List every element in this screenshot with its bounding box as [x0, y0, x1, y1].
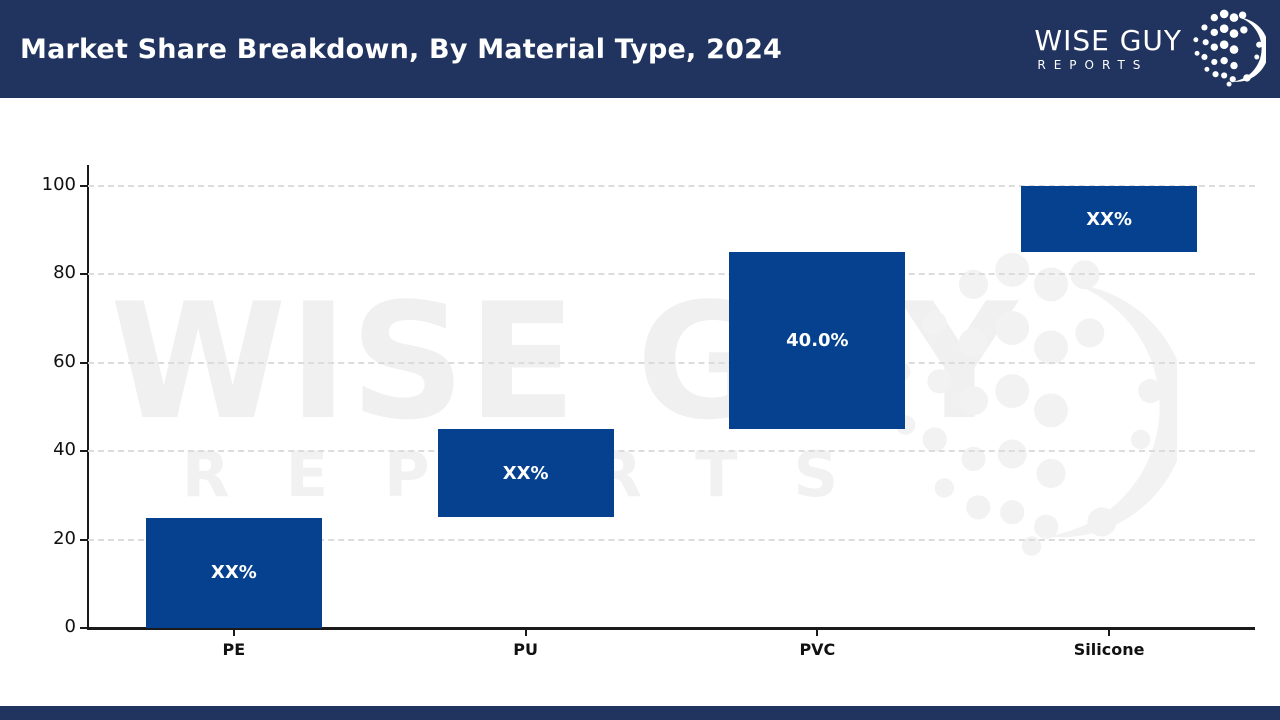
logo-subtitle: REPORTS	[1037, 58, 1149, 73]
gridline-60	[88, 361, 1255, 364]
y-tick-label-20: 20	[53, 527, 76, 549]
x-category-label-pu: PU	[513, 640, 538, 659]
logo-wordmark: WISE GUY	[1034, 23, 1182, 57]
wiseguy-head-icon	[1193, 9, 1266, 87]
bar-value-label-pe: XX%	[210, 562, 257, 584]
gridline-80	[88, 273, 1255, 276]
y-tick-60	[80, 361, 87, 364]
y-tick-20	[80, 538, 87, 541]
y-tick-label-80: 80	[53, 262, 76, 284]
bar-value-label-silicone: XX%	[1086, 208, 1133, 230]
y-tick-40	[80, 450, 87, 453]
report-header: Market Share Breakdown, By Material Type…	[0, 0, 1280, 98]
x-tick-pu	[524, 630, 527, 636]
x-tick-silicone	[1108, 630, 1111, 636]
x-axis	[87, 627, 1255, 630]
wiseguy-logo: WISE GUY REPORTS	[1034, 6, 1280, 92]
bar-silicone: XX%	[1021, 186, 1198, 253]
page-title: Market Share Breakdown, By Material Type…	[20, 33, 783, 65]
gridline-100	[88, 185, 1255, 187]
waterfall-chart: 0 20 40 60 80 100 XX% PE XX% PU 40.0% PVC XX% Silicon…	[0, 98, 1280, 706]
bar-value-label-pvc: 40.0%	[786, 330, 849, 352]
y-tick-label-0: 0	[64, 616, 76, 637]
x-category-label-pvc: PVC	[799, 640, 836, 659]
y-tick-0	[80, 627, 87, 629]
x-tick-pe	[232, 630, 235, 636]
y-tick-label-60: 60	[53, 350, 76, 372]
x-category-label-silicone: Silicone	[1073, 640, 1145, 659]
y-tick-label-100: 100	[41, 174, 76, 195]
gridline-20	[88, 538, 1255, 541]
y-tick-label-40: 40	[53, 439, 76, 461]
wiseguy-logo-text: WISE GUY REPORTS	[1034, 23, 1182, 73]
x-category-label-pe: PE	[222, 640, 246, 659]
bar-pu: XX%	[437, 429, 614, 518]
y-tick-100	[80, 185, 87, 187]
footer-bar	[0, 706, 1280, 720]
y-tick-80	[80, 273, 87, 276]
x-tick-pvc	[816, 630, 819, 636]
bar-pvc: 40.0%	[729, 252, 906, 430]
gridline-40	[88, 450, 1255, 453]
bar-pe: XX%	[145, 517, 322, 628]
bar-value-label-pu: XX%	[502, 462, 549, 484]
y-axis	[87, 165, 89, 630]
watermark-head-icon	[891, 252, 1177, 556]
